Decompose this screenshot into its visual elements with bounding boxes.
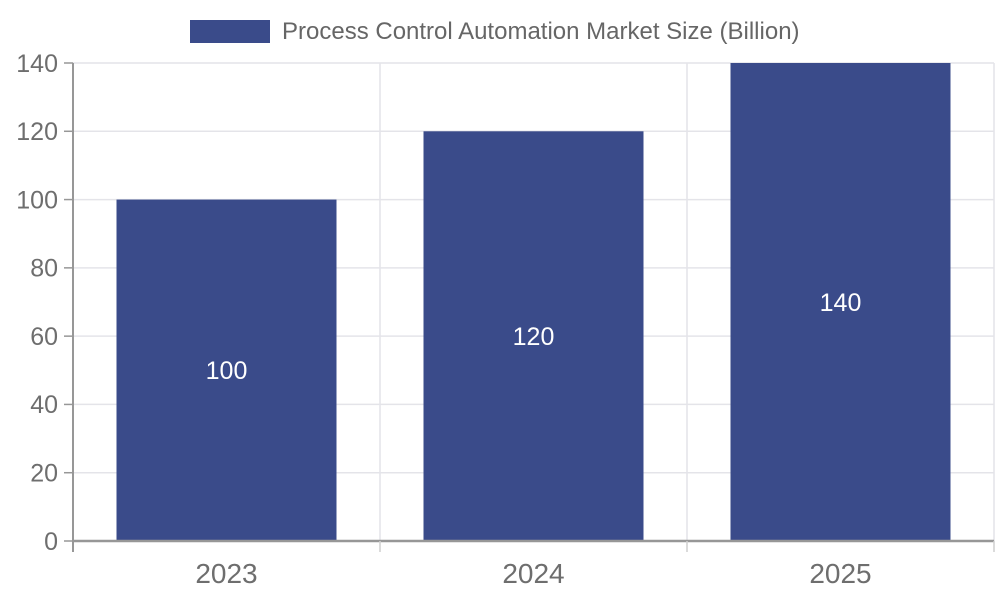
bar-2023[interactable] — [116, 199, 337, 542]
bar-value-label: 100 — [206, 357, 248, 385]
x-tick-label: 2023 — [195, 558, 257, 589]
legend-swatch — [190, 20, 270, 43]
bar-2024[interactable] — [423, 131, 644, 542]
x-tick-label: 2025 — [809, 558, 871, 589]
y-tick-label: 40 — [30, 391, 58, 419]
y-tick-label: 140 — [16, 50, 58, 78]
bar-value-label: 120 — [513, 323, 555, 351]
y-tick-label: 80 — [30, 255, 58, 283]
y-tick-label: 60 — [30, 323, 58, 351]
y-tick-label: 0 — [44, 528, 58, 556]
y-tick-label: 120 — [16, 118, 58, 146]
x-tick-label: 2024 — [502, 558, 564, 589]
bar-2025[interactable] — [730, 63, 951, 541]
legend-item[interactable]: Process Control Automation Market Size (… — [190, 18, 800, 45]
bar-value-label: 140 — [820, 289, 862, 317]
y-tick-label: 20 — [30, 459, 58, 487]
y-tick-label: 100 — [16, 186, 58, 214]
legend-label: Process Control Automation Market Size (… — [282, 17, 800, 45]
